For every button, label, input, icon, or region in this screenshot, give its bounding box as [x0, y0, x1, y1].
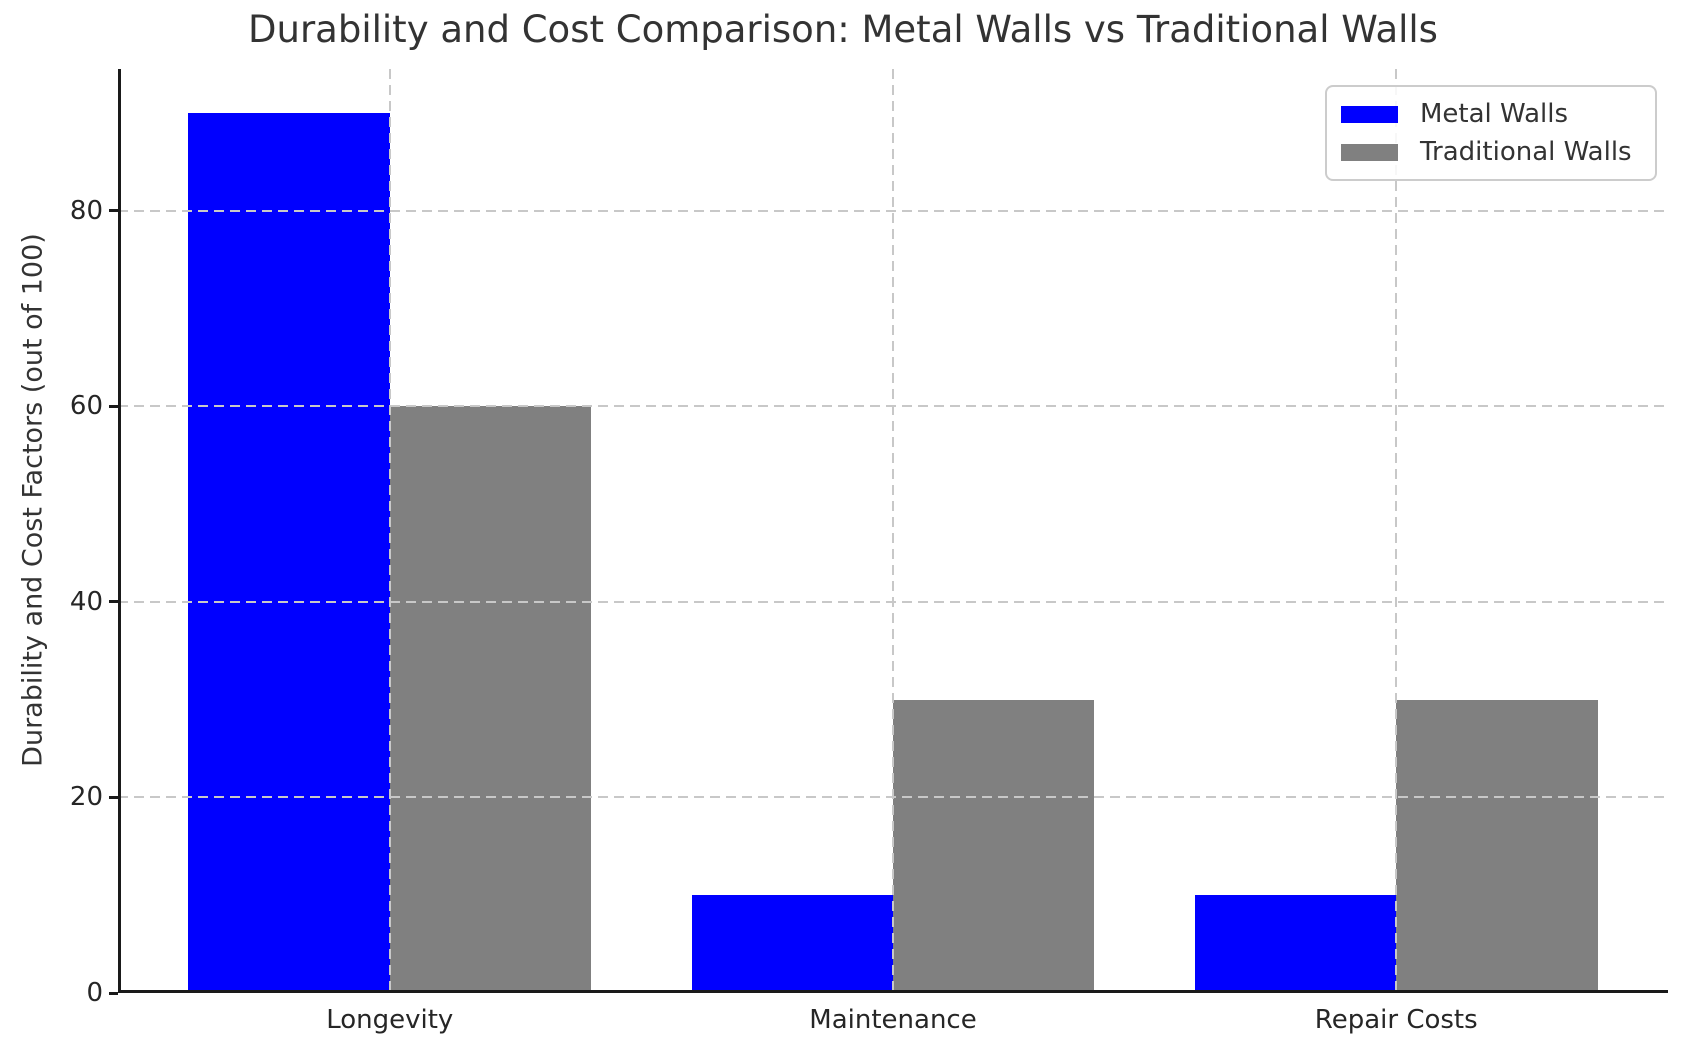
legend-label-traditional-walls: Traditional Walls [1420, 137, 1632, 167]
legend-swatch-metal-walls [1341, 105, 1398, 123]
y-tick-label-80: 80 [69, 195, 103, 226]
gridline-vertical-longevity [388, 69, 391, 993]
bar-traditional-walls-repair-costs [1396, 699, 1598, 993]
y-tick-mark-60 [109, 404, 118, 408]
y-tick-mark-80 [109, 209, 118, 213]
legend-item-traditional-walls: Traditional Walls [1327, 133, 1655, 171]
legend-label-metal-walls: Metal Walls [1420, 99, 1569, 129]
bar-metal-walls-longevity [188, 113, 390, 993]
gridline-vertical-repair-costs [1395, 69, 1398, 993]
x-tick-label-repair-costs: Repair Costs [1314, 1005, 1478, 1035]
chart-title: Durability and Cost Comparison: Metal Wa… [248, 8, 1438, 51]
bar-metal-walls-maintenance [691, 895, 893, 993]
y-tick-label-0: 0 [86, 978, 103, 1008]
y-tick-label-40: 40 [69, 586, 103, 617]
x-axis-spine [118, 990, 1668, 993]
y-tick-label-20: 20 [69, 782, 103, 813]
plot-area: Metal Walls Traditional Walls 0 20 40 60 80 L… [70, 69, 1668, 1035]
y-tick-mark-0 [109, 991, 118, 995]
bar-traditional-walls-longevity [389, 406, 592, 993]
bar-traditional-walls-maintenance [893, 699, 1095, 993]
legend-item-metal-walls: Metal Walls [1327, 95, 1655, 133]
legend: Metal Walls Traditional Walls [1325, 85, 1657, 181]
y-axis-label: Durability and Cost Factors (out of 100) [17, 233, 49, 767]
bar-metal-walls-repair-costs [1194, 895, 1397, 993]
y-tick-mark-20 [109, 795, 118, 799]
x-tick-label-maintenance: Maintenance [809, 1005, 977, 1035]
gridline-vertical-maintenance [892, 69, 894, 993]
y-tick-mark-40 [109, 600, 118, 604]
y-tick-label-60: 60 [69, 391, 103, 422]
x-tick-label-longevity: Longevity [326, 1005, 454, 1035]
y-axis-spine [118, 69, 121, 993]
legend-swatch-traditional-walls [1341, 143, 1398, 161]
